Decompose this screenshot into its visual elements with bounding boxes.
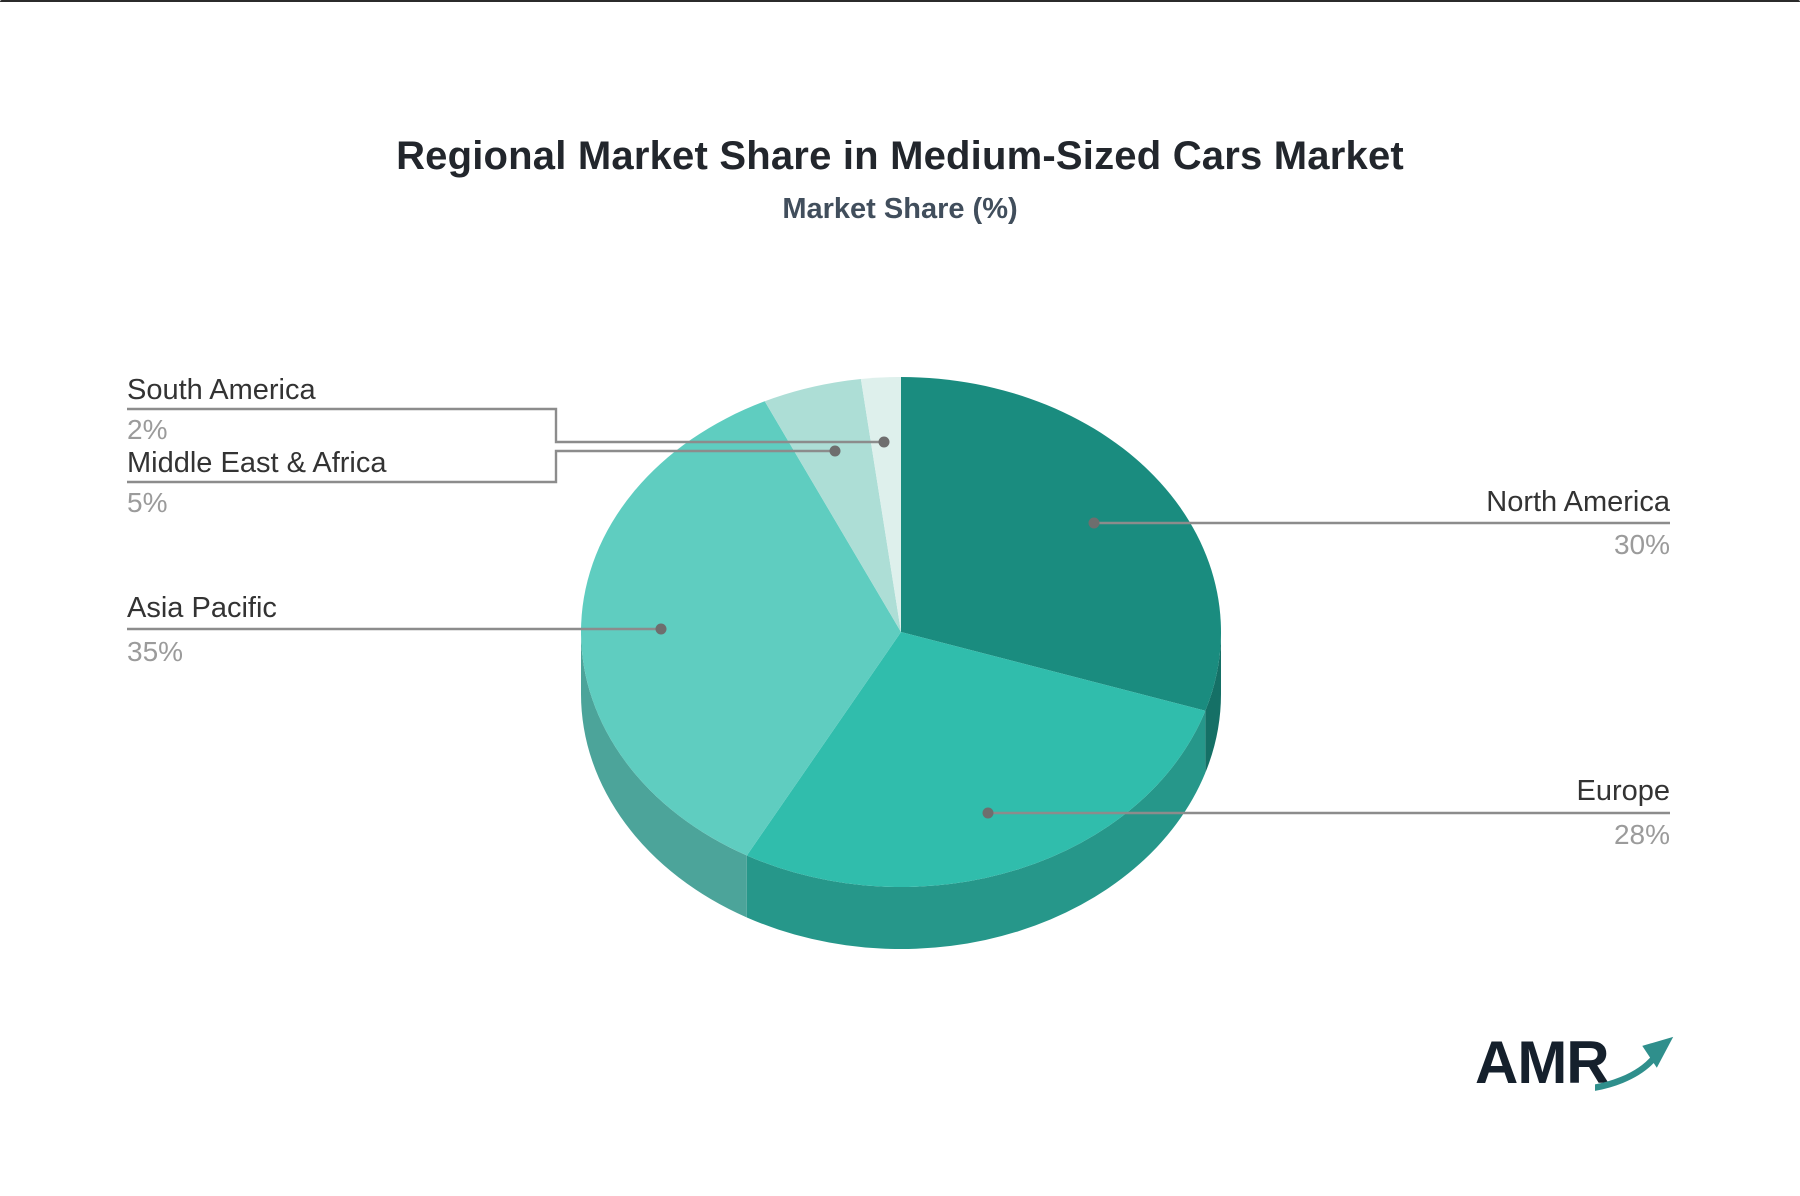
pie-slice-side-asia-pacific	[581, 632, 747, 918]
pie-slice-asia-pacific[interactable]	[580, 401, 901, 856]
amr-logo-arrow-icon	[1595, 1036, 1674, 1091]
value-europe: 28%	[1613, 819, 1670, 850]
connector-dot-asia-pacific	[655, 623, 667, 635]
value-south-america: 2%	[127, 414, 168, 445]
label-middle-east-africa: Middle East & Africa	[127, 447, 387, 479]
label-asia-pacific: Asia Pacific	[127, 592, 277, 624]
pie-slice-north-america[interactable]	[901, 377, 1221, 711]
label-north-america: North America	[1486, 486, 1670, 518]
label-south-america: South America	[127, 374, 316, 406]
label-europe: Europe	[1576, 775, 1670, 807]
connector-dot-europe	[982, 807, 994, 819]
value-middle-east-africa: 5%	[127, 487, 168, 518]
chart-title: Regional Market Share in Medium-Sized Ca…	[396, 134, 1404, 178]
window-top-edge	[0, 0, 1800, 2]
pie-slice-south-america[interactable]	[860, 377, 901, 632]
pie-slice-side-north-america	[1205, 632, 1221, 773]
connector-middle-east-africa	[127, 449, 835, 484]
amr-logo: AMR	[1475, 1029, 1674, 1102]
pie-slice-europe[interactable]	[746, 632, 1206, 887]
chart-subtitle: Market Share (%)	[782, 193, 1018, 225]
connector-dot-north-america	[1088, 517, 1100, 529]
value-north-america: 30%	[1613, 529, 1670, 560]
connector-dot-middle-east-africa	[829, 445, 841, 457]
connector-dot-south-america	[878, 436, 890, 448]
connector-south-america	[127, 407, 884, 444]
pie-slice-side-europe	[746, 710, 1206, 949]
value-asia-pacific: 35%	[127, 636, 184, 667]
amr-logo-text: AMR	[1475, 1029, 1610, 1096]
